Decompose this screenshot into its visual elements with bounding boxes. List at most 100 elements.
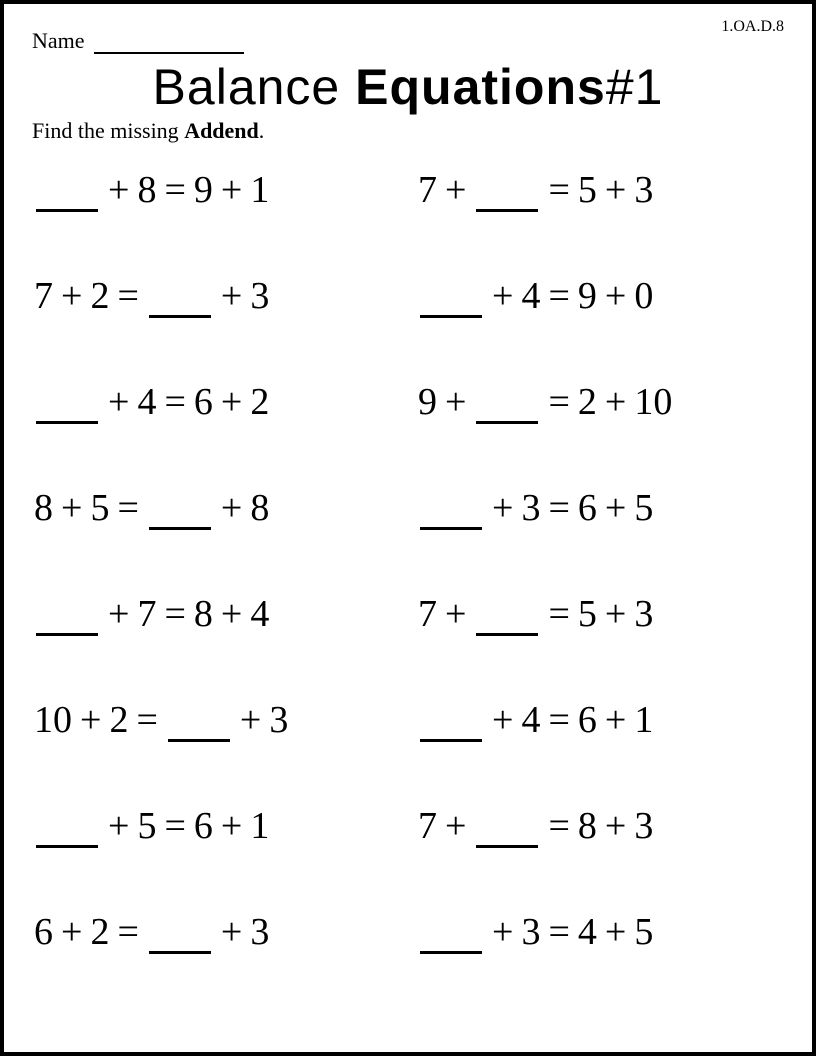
equation-token: +: [492, 486, 513, 530]
equation-token: =: [164, 804, 185, 848]
equation-token: +: [61, 274, 82, 318]
equation-token: 6: [194, 804, 213, 848]
equation-token: 3: [634, 592, 653, 636]
equation-token: 3: [250, 910, 269, 954]
answer-blank[interactable]: [420, 710, 482, 742]
problem-5: +4=6+2: [34, 380, 398, 424]
equation-token: 9: [578, 274, 597, 318]
problems-grid: +8=9+17+=5+37+2=+3+4=9+0+4=6+29+=2+108+5…: [32, 154, 784, 954]
equation-token: +: [445, 380, 466, 424]
answer-blank[interactable]: [36, 180, 98, 212]
answer-blank[interactable]: [168, 710, 230, 742]
title-part1: Balance: [153, 59, 356, 115]
equation-token: +: [221, 380, 242, 424]
equation-token: 10: [34, 698, 72, 742]
equation-token: 2: [250, 380, 269, 424]
answer-blank[interactable]: [476, 604, 538, 636]
equation-token: =: [117, 274, 138, 318]
worksheet-page: 1.OA.D.8 Name Balance Equations#1 Find t…: [0, 0, 816, 1056]
answer-blank[interactable]: [420, 922, 482, 954]
equation-token: 5: [137, 804, 156, 848]
answer-blank[interactable]: [149, 922, 211, 954]
instructions-bold: Addend: [184, 118, 259, 143]
equation-token: 8: [34, 486, 53, 530]
equation-token: 6: [34, 910, 53, 954]
equation-token: =: [117, 486, 138, 530]
equation-token: 4: [578, 910, 597, 954]
equation-token: +: [605, 698, 626, 742]
equation-token: +: [605, 804, 626, 848]
worksheet-title: Balance Equations#1: [32, 58, 784, 116]
equation-token: +: [80, 698, 101, 742]
equation-token: +: [492, 910, 513, 954]
equation-token: 4: [250, 592, 269, 636]
equation-token: 6: [578, 698, 597, 742]
answer-blank[interactable]: [476, 816, 538, 848]
problem-4: +4=9+0: [418, 274, 782, 318]
equation-token: +: [445, 592, 466, 636]
name-label: Name: [32, 28, 85, 53]
equation-token: +: [605, 910, 626, 954]
equation-token: 9: [194, 168, 213, 212]
equation-token: 8: [578, 804, 597, 848]
equation-token: +: [221, 274, 242, 318]
answer-blank[interactable]: [36, 816, 98, 848]
equation-token: 4: [137, 380, 156, 424]
problem-10: 7+=5+3: [418, 592, 782, 636]
equation-token: 2: [90, 274, 109, 318]
equation-token: 6: [194, 380, 213, 424]
equation-token: 3: [521, 910, 540, 954]
name-row: Name: [32, 28, 784, 54]
equation-token: 8: [250, 486, 269, 530]
equation-token: 5: [90, 486, 109, 530]
problem-1: +8=9+1: [34, 168, 398, 212]
answer-blank[interactable]: [149, 498, 211, 530]
name-input-line[interactable]: [94, 36, 244, 54]
equation-token: 3: [521, 486, 540, 530]
equation-token: =: [164, 168, 185, 212]
equation-token: 5: [634, 486, 653, 530]
instructions-suffix: .: [259, 118, 265, 143]
equation-token: 7: [418, 804, 437, 848]
equation-token: =: [548, 698, 569, 742]
answer-blank[interactable]: [476, 180, 538, 212]
equation-token: +: [240, 698, 261, 742]
equation-token: +: [492, 274, 513, 318]
problem-14: 7+=8+3: [418, 804, 782, 848]
equation-token: 7: [418, 592, 437, 636]
answer-blank[interactable]: [420, 498, 482, 530]
equation-token: 2: [90, 910, 109, 954]
equation-token: 1: [634, 698, 653, 742]
answer-blank[interactable]: [149, 286, 211, 318]
equation-token: +: [61, 486, 82, 530]
equation-token: 8: [137, 168, 156, 212]
equation-token: +: [61, 910, 82, 954]
equation-token: +: [221, 804, 242, 848]
answer-blank[interactable]: [420, 286, 482, 318]
answer-blank[interactable]: [476, 392, 538, 424]
instructions-prefix: Find the missing: [32, 118, 184, 143]
equation-token: +: [221, 592, 242, 636]
problem-13: +5=6+1: [34, 804, 398, 848]
equation-token: =: [164, 380, 185, 424]
problem-7: 8+5=+8: [34, 486, 398, 530]
equation-token: 6: [578, 486, 597, 530]
equation-token: 7: [418, 168, 437, 212]
answer-blank[interactable]: [36, 392, 98, 424]
equation-token: 3: [269, 698, 288, 742]
equation-token: +: [492, 698, 513, 742]
answer-blank[interactable]: [36, 604, 98, 636]
equation-token: +: [108, 804, 129, 848]
equation-token: 5: [634, 910, 653, 954]
equation-token: 5: [578, 592, 597, 636]
equation-token: +: [445, 804, 466, 848]
equation-token: =: [548, 804, 569, 848]
equation-token: 2: [109, 698, 128, 742]
equation-token: +: [221, 486, 242, 530]
standard-code: 1.OA.D.8: [721, 18, 784, 36]
problem-9: +7=8+4: [34, 592, 398, 636]
equation-token: +: [605, 274, 626, 318]
problem-16: +3=4+5: [418, 910, 782, 954]
equation-token: =: [548, 592, 569, 636]
problem-11: 10+2=+3: [34, 698, 398, 742]
